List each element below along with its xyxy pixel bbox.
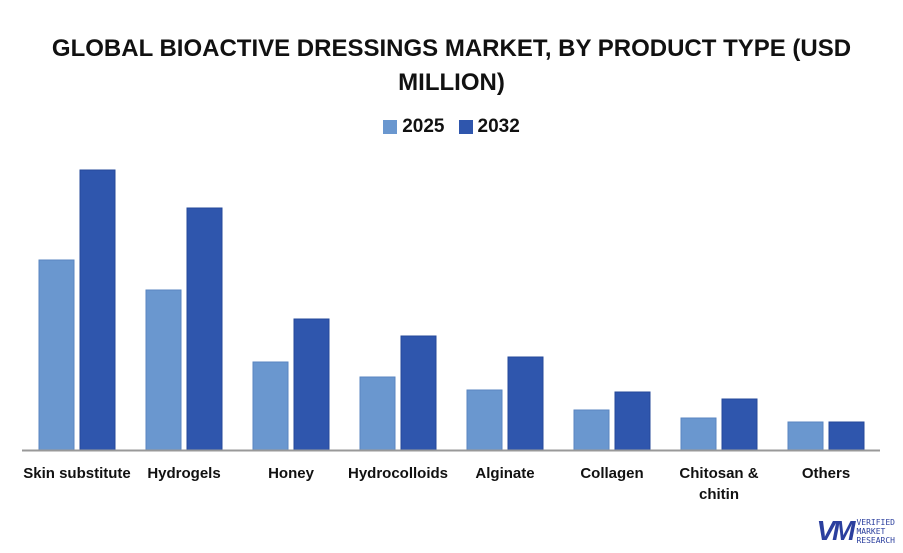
legend-label: 2025 [402, 116, 445, 137]
bar-2032 [828, 421, 865, 451]
bar-2025 [38, 259, 75, 451]
bar-2025 [145, 289, 182, 451]
bar-2025 [680, 417, 717, 451]
category-label: Alginate [475, 465, 534, 482]
legend-item-2025: 2025 [383, 116, 445, 138]
legend-label: 2032 [477, 116, 520, 137]
bar-2032 [400, 335, 437, 451]
bar-2025 [573, 409, 610, 451]
bar-2025 [252, 361, 289, 451]
category-label: Chitosan & [679, 465, 758, 482]
vmr-logo: VM VERIFIED MARKET RESEARCH [816, 515, 895, 546]
legend-item-2032: 2032 [458, 116, 520, 138]
legend: 2025 2032 [0, 116, 903, 138]
category-label: Hydrogels [147, 465, 220, 482]
bar-2025 [787, 421, 824, 451]
category-label: Skin substitute [23, 465, 131, 482]
bar-2032 [79, 169, 116, 451]
bar-2032 [614, 391, 651, 451]
category-label: Others [802, 465, 850, 482]
bar-2025 [359, 376, 396, 451]
bar-2032 [293, 318, 330, 451]
bar-2025 [466, 389, 503, 451]
legend-swatch [458, 120, 473, 134]
chart-title: GLOBAL BIOACTIVE DRESSINGS MARKET, BY PR… [51, 35, 852, 96]
bar-2032 [507, 356, 544, 451]
category-label: Collagen [580, 465, 643, 482]
logo-mark: VM [816, 515, 855, 546]
category-label: chitin [699, 486, 739, 503]
category-label: Honey [268, 465, 315, 482]
category-label: Hydrocolloids [348, 465, 448, 482]
bar-2032 [721, 398, 758, 451]
legend-swatch [383, 120, 398, 134]
bar-2032 [186, 207, 223, 451]
